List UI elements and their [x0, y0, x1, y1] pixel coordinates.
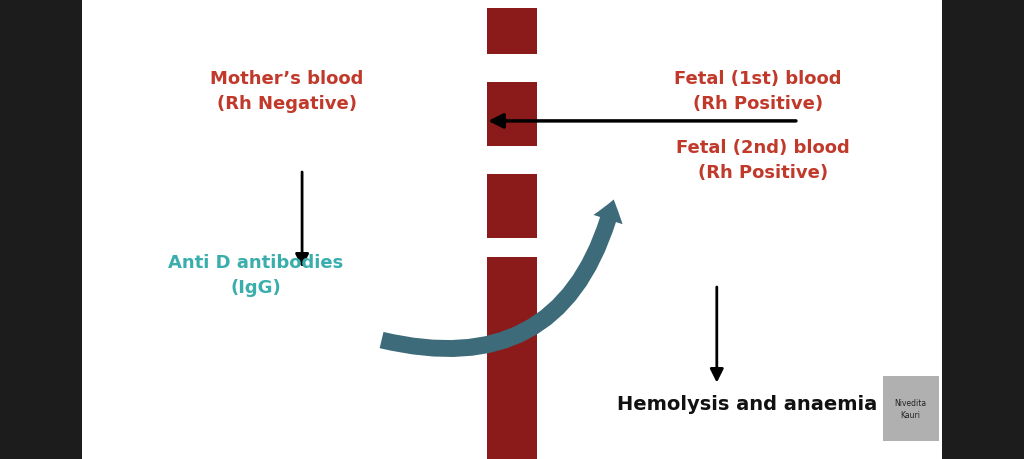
Bar [477, 55, 547, 83]
Text: Hemolysis and anaemia: Hemolysis and anaemia [617, 394, 878, 414]
Bar [487, 174, 537, 239]
Bar [82, 0, 942, 459]
Text: Anti D antibodies
(IgG): Anti D antibodies (IgG) [168, 254, 344, 297]
Text: Fetal (1st) blood
(Rh Positive): Fetal (1st) blood (Rh Positive) [674, 70, 842, 113]
Text: Nivedita
Kauri: Nivedita Kauri [894, 398, 927, 419]
Bar [883, 376, 939, 441]
Bar [477, 147, 547, 174]
Bar [487, 9, 537, 55]
Text: Fetal (2nd) blood
(Rh Positive): Fetal (2nd) blood (Rh Positive) [676, 139, 850, 182]
Bar [487, 257, 537, 459]
Text: Mother’s blood
(Rh Negative): Mother’s blood (Rh Negative) [210, 70, 364, 113]
Bar [487, 83, 537, 147]
FancyArrowPatch shape [380, 200, 623, 357]
